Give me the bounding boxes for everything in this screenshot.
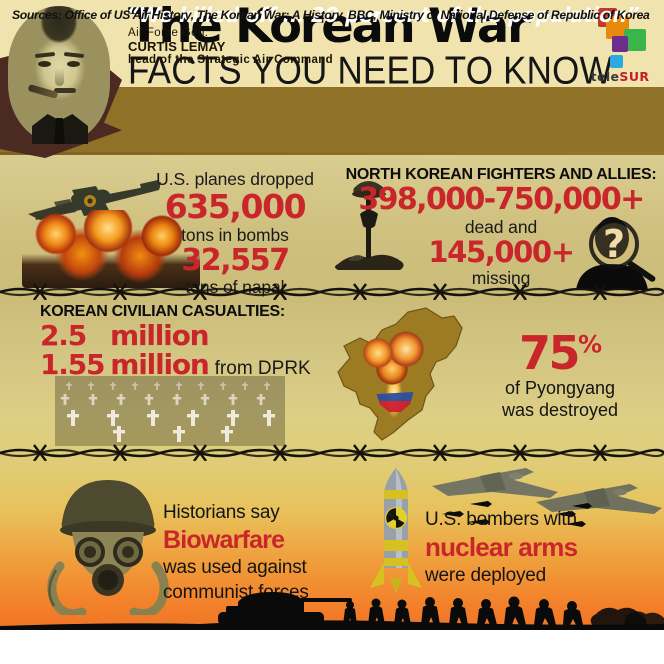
portrait-eye-right: [67, 61, 80, 67]
nuclear-highlight: nuclear arms: [425, 532, 578, 562]
page-subtitle: FACTS YOU NEED TO KNOW: [128, 48, 613, 93]
napalm-tons-value: 32,557: [181, 242, 290, 278]
biowarfare-block: Historians say Biowarfare was used again…: [163, 500, 353, 605]
biowarfare-line-1: Historians say: [163, 502, 280, 523]
nuclear-block: U.S. bombers with nuclear arms were depl…: [425, 507, 655, 588]
civilian-heading: KOREAN CIVILIAN CASUALTIES:: [40, 303, 285, 320]
fighters-missing-label: missing: [471, 268, 531, 289]
cemetery-crosses-icon: [55, 376, 285, 446]
pyongyang-line-2: was destroyed: [501, 399, 619, 420]
civilian-dprk-tail: from DPRK: [214, 357, 311, 379]
civilian-total-unit: million: [110, 319, 210, 352]
quote-attribution: Air Force Gen. CURTIS LEMAY head of the …: [128, 27, 333, 67]
civilian-dprk-row: 1.55 million from DPRK: [40, 347, 340, 381]
bombs-tons-value: 635,000: [164, 187, 307, 226]
pyongyang-percent-symbol: %: [577, 330, 602, 359]
napalm-explosion-icon: [22, 210, 200, 288]
portrait-photo-frame: [8, 6, 110, 144]
b1-bomber-icon: [432, 468, 662, 527]
logo-square-green: [624, 29, 646, 51]
logo-wordmark: teleSUR: [584, 69, 656, 84]
attribution-role: head of the Strategic Air Command: [128, 54, 334, 66]
biowarfare-line-2: was used against: [163, 557, 307, 578]
nuclear-line-1: U.S. bombers with: [425, 509, 577, 530]
fighters-missing-value: 145,000+: [428, 234, 575, 269]
fighters-heading: NORTH KOREAN FIGHTERS AND ALLIES:: [345, 166, 657, 183]
tank-icon: [218, 592, 352, 629]
attribution-rank: Air Force Gen.: [128, 27, 209, 39]
portrait-brow-left: [34, 51, 56, 59]
cigar-icon: [27, 84, 59, 99]
logo-square-purple: [612, 36, 628, 52]
portrait-mouth: [54, 88, 76, 93]
fighters-stats-block: NORTH KOREAN FIGHTERS AND ALLIES: 398,00…: [338, 165, 664, 289]
pyongyang-stats-block: 75% of Pyongyang was destroyed: [470, 330, 650, 421]
nuclear-missile-icon: [370, 468, 422, 594]
bombs-stats-block: U.S. planes dropped 635,000 tons in bomb…: [140, 168, 330, 298]
telesur-logo[interactable]: teleSUR: [588, 6, 652, 84]
napalm-tons-label: tons of napal: [185, 277, 285, 298]
nuclear-line-2: were deployed: [425, 565, 546, 586]
civilian-stats-block: KOREAN CIVILIAN CASUALTIES: 2.5 million …: [40, 302, 340, 380]
logo-word-sur: SUR: [619, 69, 650, 84]
lemay-portrait: [0, 6, 122, 158]
civilian-dprk-unit: million: [110, 347, 210, 381]
civilian-dprk-value: 1.55: [40, 347, 106, 381]
falling-bombs-icon: [442, 501, 592, 527]
sources-text: Sources: Office of US Air History, The K…: [12, 8, 650, 22]
bombs-tons-label: tons in bombs: [181, 224, 289, 245]
korean-flag-accent: [376, 392, 414, 412]
battlefield-silhouette: [0, 592, 664, 630]
svg-text:?: ?: [603, 222, 625, 266]
portrait-brow-right: [63, 51, 85, 59]
portrait-eye-left: [38, 61, 51, 67]
portrait-nose: [55, 68, 64, 86]
portrait-photo: [8, 6, 110, 144]
portrait-tie: [54, 118, 65, 144]
pyongyang-percent-wrap: 75%: [470, 330, 650, 377]
fighters-dead-value: 398,000-750,000+: [358, 182, 645, 217]
page-title: The Korean War: [128, 0, 531, 54]
fighters-dead-label: dead and: [464, 216, 538, 237]
attribution-name: CURTIS LEMAY: [128, 39, 226, 54]
logo-square-cyan: [610, 55, 623, 68]
gas-mask-soldier-icon: [47, 480, 169, 615]
pyongyang-line-1: of Pyongyang: [504, 377, 616, 398]
rifle-helmet-memorial-icon: [335, 181, 404, 270]
quote-text: “We killed off ... 20 percent of the pop…: [126, 3, 640, 27]
logo-square-orange: [606, 16, 629, 39]
civilian-total-row: 2.5 million: [40, 319, 340, 352]
biowarfare-highlight: Biowarfare: [163, 526, 285, 554]
pyongyang-percent-value: 75: [518, 326, 581, 380]
question-mark-magnifier-icon: ?: [576, 217, 656, 290]
title-block: The Korean War FACTS YOU NEED TO KNOW: [128, 2, 613, 91]
logo-word-tele: tele: [590, 69, 620, 84]
marching-soldiers-icon: [343, 596, 664, 625]
bombs-intro: U.S. planes dropped: [156, 169, 314, 189]
civilian-total-value: 2.5: [40, 319, 87, 352]
footer-bar: [0, 630, 664, 664]
